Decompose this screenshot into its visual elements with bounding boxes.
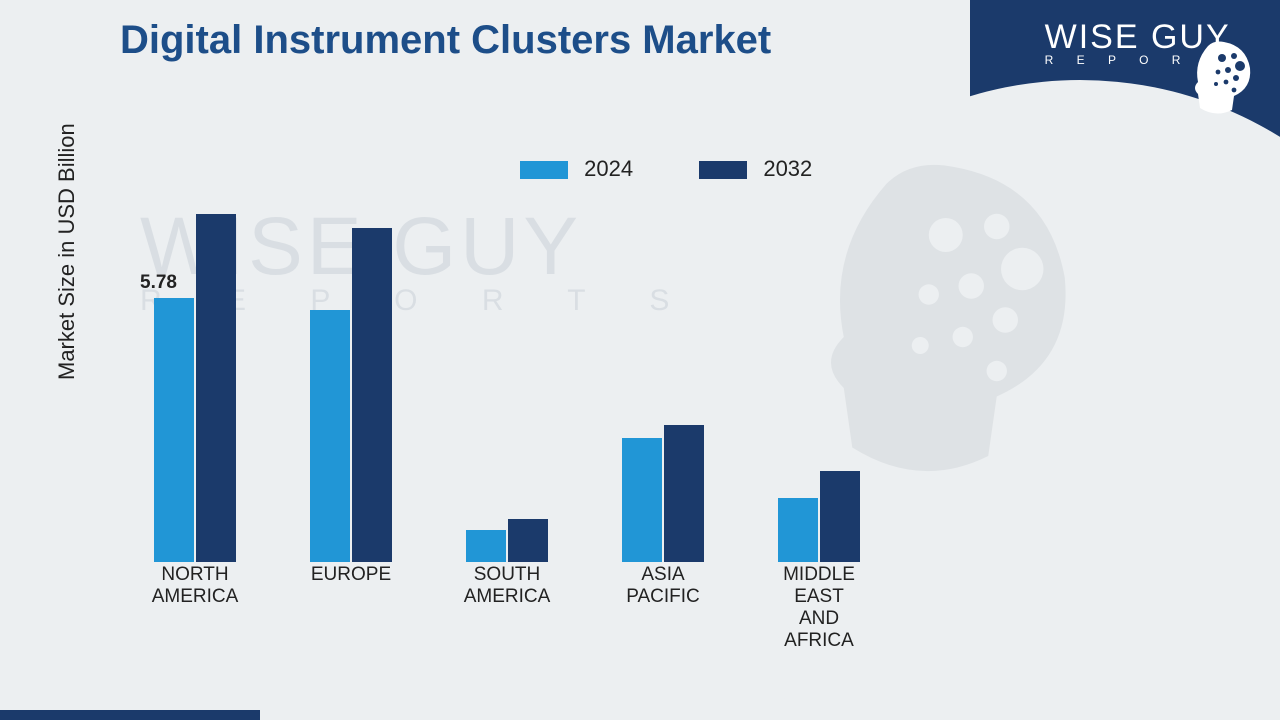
legend: 2024 2032 — [520, 156, 872, 182]
bar-2032 — [196, 214, 236, 562]
legend-item-2032: 2032 — [699, 156, 812, 182]
bar-2024 — [310, 310, 350, 562]
y-axis-label: Market Size in USD Billion — [54, 123, 80, 380]
bar-2024 — [622, 438, 662, 562]
x-tick-label: EUROPE — [286, 564, 416, 586]
legend-label-2024: 2024 — [584, 156, 633, 181]
chart-title: Digital Instrument Clusters Market — [120, 18, 771, 63]
head-icon — [1188, 38, 1258, 118]
bar-2032 — [508, 519, 548, 562]
bar-chart: Market Size in USD Billion 2024 2032 5.7… — [100, 160, 920, 640]
brand-logo: WISE GUY R E P O R T S — [1045, 18, 1252, 67]
x-tick-label: NORTHAMERICA — [130, 564, 260, 608]
bar-2024 — [154, 298, 194, 562]
bar-2024 — [466, 530, 506, 562]
legend-swatch-2024 — [520, 161, 568, 179]
bar-value-label: 5.78 — [140, 272, 177, 294]
x-tick-label: SOUTHAMERICA — [442, 564, 572, 608]
x-tick-label: ASIAPACIFIC — [598, 564, 728, 608]
legend-label-2032: 2032 — [763, 156, 812, 181]
plot-area: 5.78 — [140, 196, 920, 562]
page-canvas: WISE GUY R E P O R T S Digital Instrumen… — [0, 0, 1280, 720]
bar-2032 — [352, 228, 392, 562]
bar-2024 — [778, 498, 818, 562]
legend-swatch-2032 — [699, 161, 747, 179]
bar-2032 — [664, 425, 704, 562]
decorative-strip — [0, 710, 260, 720]
bar-2032 — [820, 471, 860, 563]
legend-item-2024: 2024 — [520, 156, 633, 182]
x-tick-label: MIDDLEEASTANDAFRICA — [754, 564, 884, 651]
